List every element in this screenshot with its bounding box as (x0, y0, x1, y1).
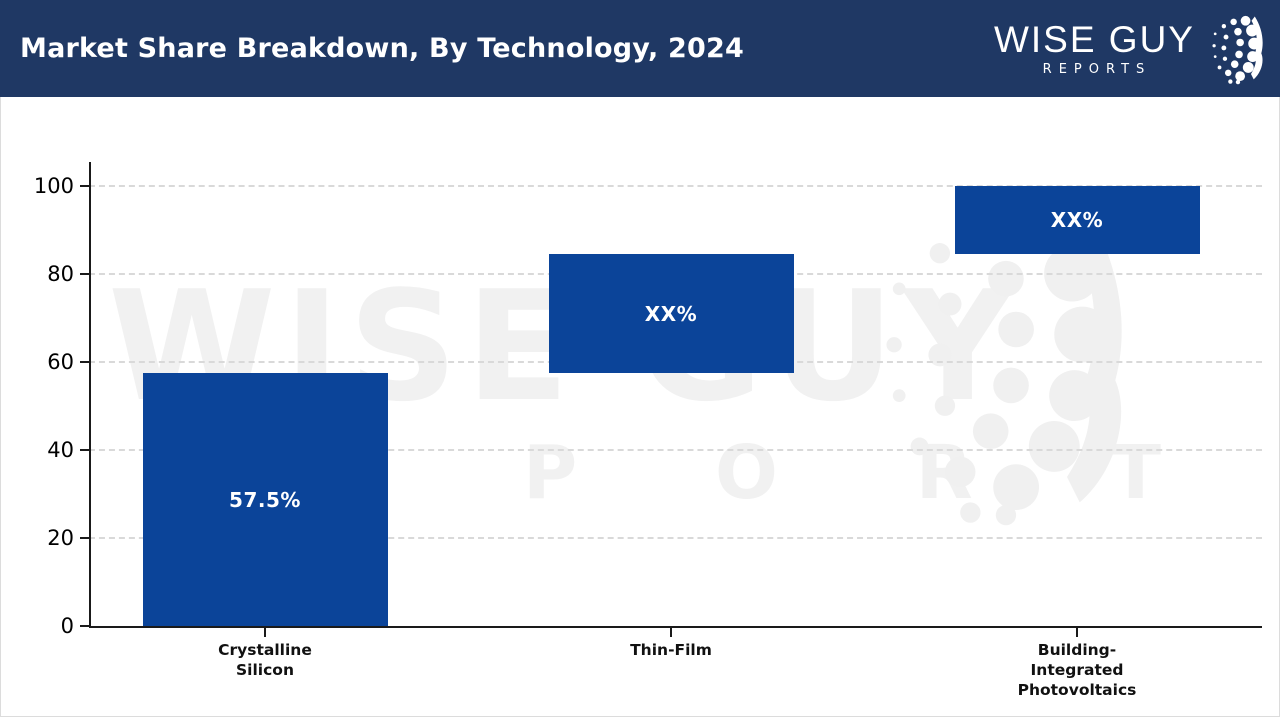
y-axis (89, 162, 91, 628)
logo-subtext: REPORTS (1042, 62, 1152, 77)
y-tickmark-60 (80, 361, 89, 363)
bar-value-label-3: XX% (1050, 208, 1104, 233)
bar-2: XX% (548, 254, 794, 373)
x-tickmark-1 (264, 628, 266, 637)
y-tick-label-0: 0 (60, 614, 74, 638)
y-tickmark-80 (80, 273, 89, 275)
category-label-1: Crystalline Silicon (218, 641, 312, 679)
bar-1: 57.5% (142, 373, 388, 626)
brand-logo-text: WISE GUY REPORTS (994, 21, 1195, 76)
logo-wordmark: WISE GUY (993, 19, 1195, 60)
y-tick-label-80: 80 (47, 262, 74, 286)
logo-head-icon (1212, 15, 1263, 84)
bar-value-label-2: XX% (644, 301, 698, 326)
gridline-20 (89, 537, 1262, 539)
chart-title: Market Share Breakdown, By Technology, 2… (20, 33, 745, 64)
header-bar: Market Share Breakdown, By Technology, 2… (0, 0, 1280, 97)
x-tickmark-2 (670, 628, 672, 637)
gridline-100 (89, 185, 1262, 187)
y-tick-label-40: 40 (47, 438, 74, 462)
y-tick-label-20: 20 (47, 526, 74, 550)
y-tickmark-20 (80, 537, 89, 539)
category-label-3: Building- Integrated Photovoltaics (1017, 641, 1137, 699)
y-tickmark-100 (80, 185, 89, 187)
x-axis (89, 626, 1262, 628)
y-tick-label-100: 100 (33, 174, 74, 198)
x-tickmark-3 (1076, 628, 1078, 637)
category-label-2: Thin-Film (630, 641, 712, 659)
bar-3: XX% (954, 186, 1200, 255)
y-tickmark-40 (80, 449, 89, 451)
y-tick-label-60: 60 (47, 350, 74, 374)
gridline-40 (89, 449, 1262, 451)
y-tickmark-0 (80, 625, 89, 627)
bar-value-label-1: 57.5% (229, 487, 301, 512)
brand-logo: WISE GUY REPORTS (994, 10, 1264, 88)
